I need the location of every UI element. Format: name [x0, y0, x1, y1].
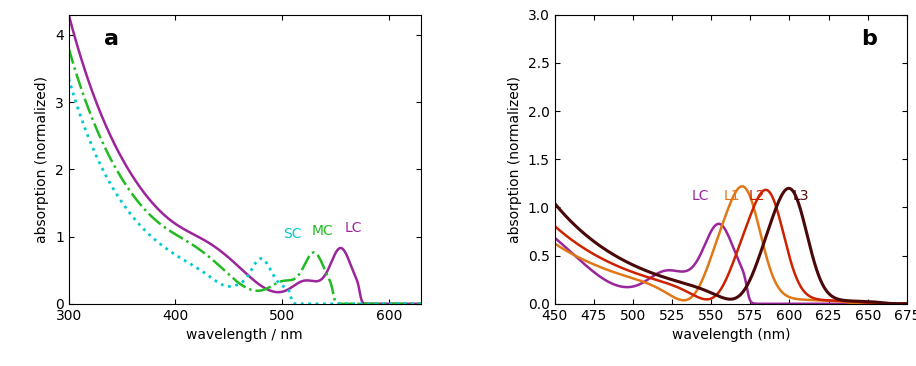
Text: SC: SC [284, 227, 302, 241]
Text: L2: L2 [748, 188, 765, 203]
Text: a: a [104, 29, 119, 49]
Text: MC: MC [311, 224, 333, 238]
Text: b: b [861, 29, 877, 49]
X-axis label: wavelength (nm): wavelength (nm) [671, 328, 790, 342]
Y-axis label: absorption (normalized): absorption (normalized) [36, 76, 49, 243]
Text: LC: LC [345, 221, 363, 235]
Y-axis label: absorption (normalized): absorption (normalized) [508, 76, 522, 243]
Text: L3: L3 [792, 188, 809, 203]
Text: L1: L1 [724, 188, 740, 203]
X-axis label: wavelength / nm: wavelength / nm [187, 328, 303, 342]
Text: LC: LC [692, 188, 709, 203]
